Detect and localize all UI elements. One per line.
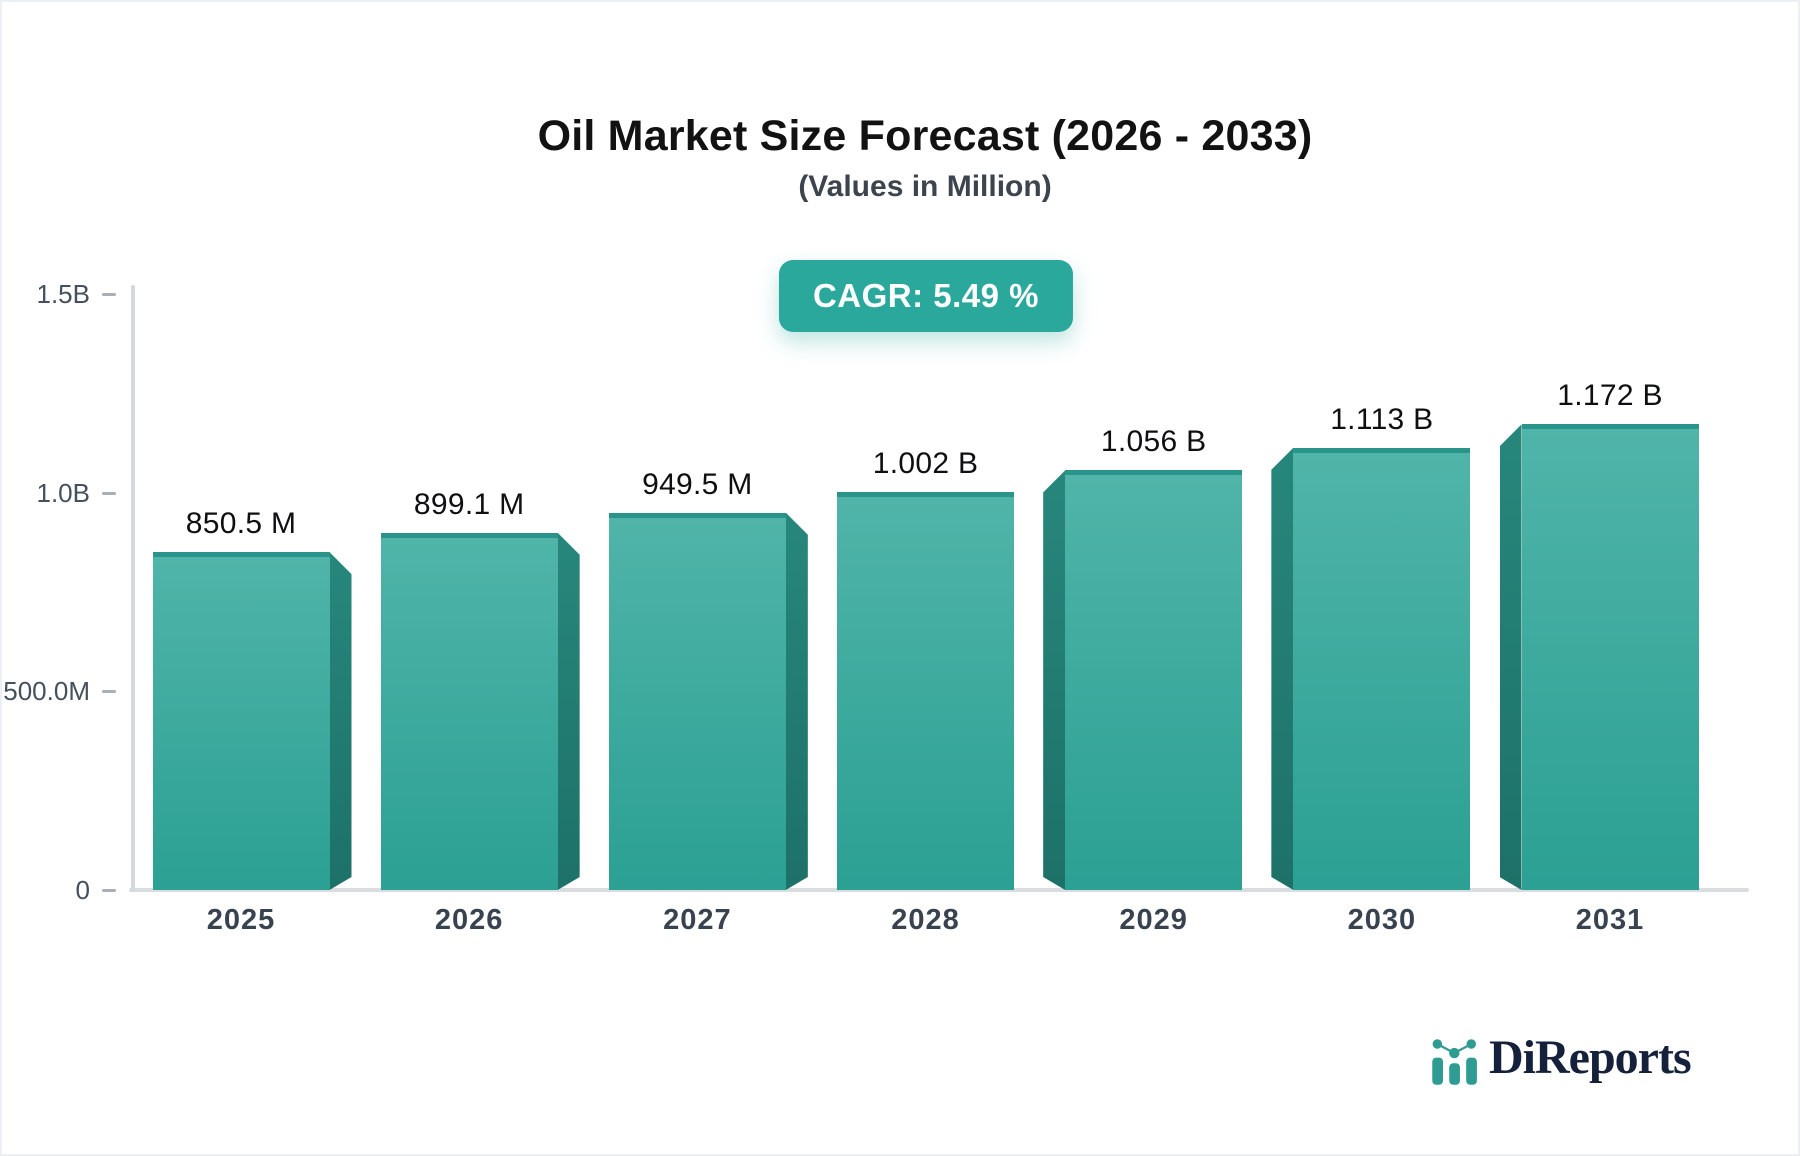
y-tick-mark [102, 889, 116, 892]
cagr-badge: CAGR: 5.49 % [778, 260, 1074, 332]
x-category-label: 2027 [663, 904, 732, 936]
bar-side-face [786, 513, 808, 890]
x-axis-line [129, 888, 1749, 892]
bar-value-label: 850.5 M [185, 507, 297, 541]
bar-side-face [1043, 470, 1065, 890]
bar-value-label: 1.002 B [872, 446, 979, 480]
cagr-badge-text: CAGR: 5.49 % [812, 277, 1040, 314]
direports-logo-text: DiReports [1489, 1031, 1692, 1084]
bar [380, 532, 558, 890]
direports-logo-icon [1432, 1039, 1477, 1085]
y-tick-mark [102, 491, 116, 495]
direports-logo: DiReports [1430, 1031, 1692, 1088]
bar [1293, 447, 1471, 890]
bar-side-face [330, 552, 352, 890]
x-category-label: 2026 [434, 904, 504, 936]
bar [152, 552, 330, 890]
chart-subtitle: (Values in Million) [798, 170, 1052, 203]
bar [1521, 424, 1699, 890]
bar-value-label: 949.5 M [642, 467, 753, 501]
y-tick-label: 0 [75, 875, 90, 905]
y-tick-label: 1.0B [36, 477, 91, 508]
bar-value-label: 1.172 B [1557, 379, 1663, 413]
x-category-label: 2028 [891, 904, 960, 936]
bar-value-label: 899.1 M [413, 487, 525, 521]
bar [837, 491, 1014, 890]
x-category-label: 2031 [1575, 904, 1645, 936]
y-tick-mark [102, 293, 116, 296]
bar-value-label: 1.113 B [1330, 402, 1434, 436]
bar [1065, 470, 1243, 890]
y-tick-mark [102, 690, 116, 694]
x-category-label: 2030 [1347, 904, 1417, 936]
x-category-label: 2025 [206, 904, 276, 936]
bar-side-face [558, 533, 580, 890]
bar-side-face [1500, 424, 1522, 890]
bar [608, 512, 786, 890]
y-axis-line [131, 285, 135, 892]
x-category-label: 2029 [1119, 904, 1188, 936]
bar-value-label: 1.056 B [1100, 425, 1207, 459]
bar-side-face [1271, 448, 1293, 890]
chart-title: Oil Market Size Forecast (2026 - 2033) [537, 112, 1313, 160]
y-tick-label: 1.5B [36, 279, 91, 309]
y-tick-label: 500.0M [3, 676, 90, 707]
